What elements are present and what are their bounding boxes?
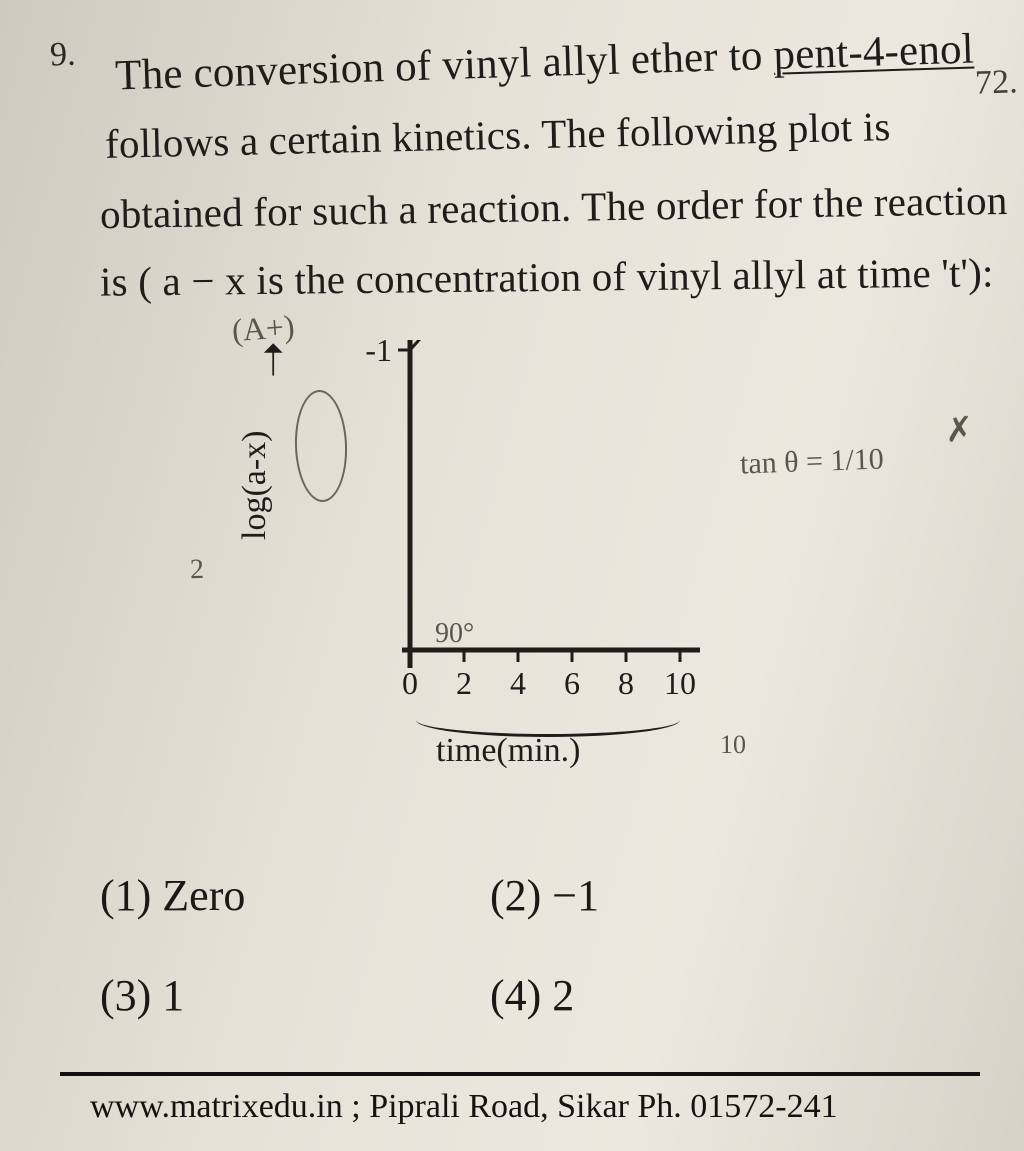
question-number: 9.: [49, 36, 76, 75]
kinetics-plot: ➝ log(a-x) -1-2-3-4-5-60246810 time(min.…: [280, 340, 700, 780]
svg-text:10: 10: [664, 665, 696, 700]
plot-svg: -1-2-3-4-5-60246810: [280, 340, 700, 700]
svg-text:6: 6: [564, 665, 580, 700]
option-1[interactable]: (1) Zero: [100, 870, 245, 921]
svg-text:4: 4: [510, 665, 526, 700]
y-axis-label: log(a-x): [236, 430, 274, 540]
option-4[interactable]: (4) 2: [490, 970, 574, 1021]
handwriting-ten: 10: [720, 730, 746, 760]
q-text-1b: vinyl allyl ether: [441, 34, 718, 90]
q-text-1a: The conversion of: [114, 43, 432, 100]
svg-text:2: 2: [456, 665, 472, 700]
q-text-1d: pent-4-enol: [773, 26, 975, 79]
page: 9. 72. The conversion of vinyl allyl eth…: [0, 0, 1024, 1151]
question-line-3: obtained for such a reaction. The order …: [100, 169, 1008, 247]
footer-text: www.matrixedu.in ; Piprali Road, Sikar P…: [90, 1088, 838, 1126]
handwriting-two: 2: [189, 554, 204, 586]
svg-text:-1: -1: [365, 340, 392, 368]
y-axis-arrow-icon: ➝: [247, 341, 298, 378]
question-line-2: follows a certain kinetics. The followin…: [104, 95, 891, 176]
option-2[interactable]: (2) −1: [490, 870, 599, 921]
svg-text:8: 8: [618, 665, 634, 700]
handwriting-tan-theta: tan θ = 1/10: [739, 443, 884, 482]
svg-text:0: 0: [402, 665, 418, 700]
option-3[interactable]: (3) 1: [100, 970, 184, 1021]
q-text-1c: to: [728, 32, 774, 80]
side-number: 72.: [974, 63, 1018, 102]
question-line-4: is ( a − x is the concentration of vinyl…: [100, 241, 994, 314]
handwriting-cross: ✗: [944, 409, 975, 451]
footer-rule: [60, 1072, 980, 1076]
x-axis-label: time(min.): [436, 732, 580, 770]
